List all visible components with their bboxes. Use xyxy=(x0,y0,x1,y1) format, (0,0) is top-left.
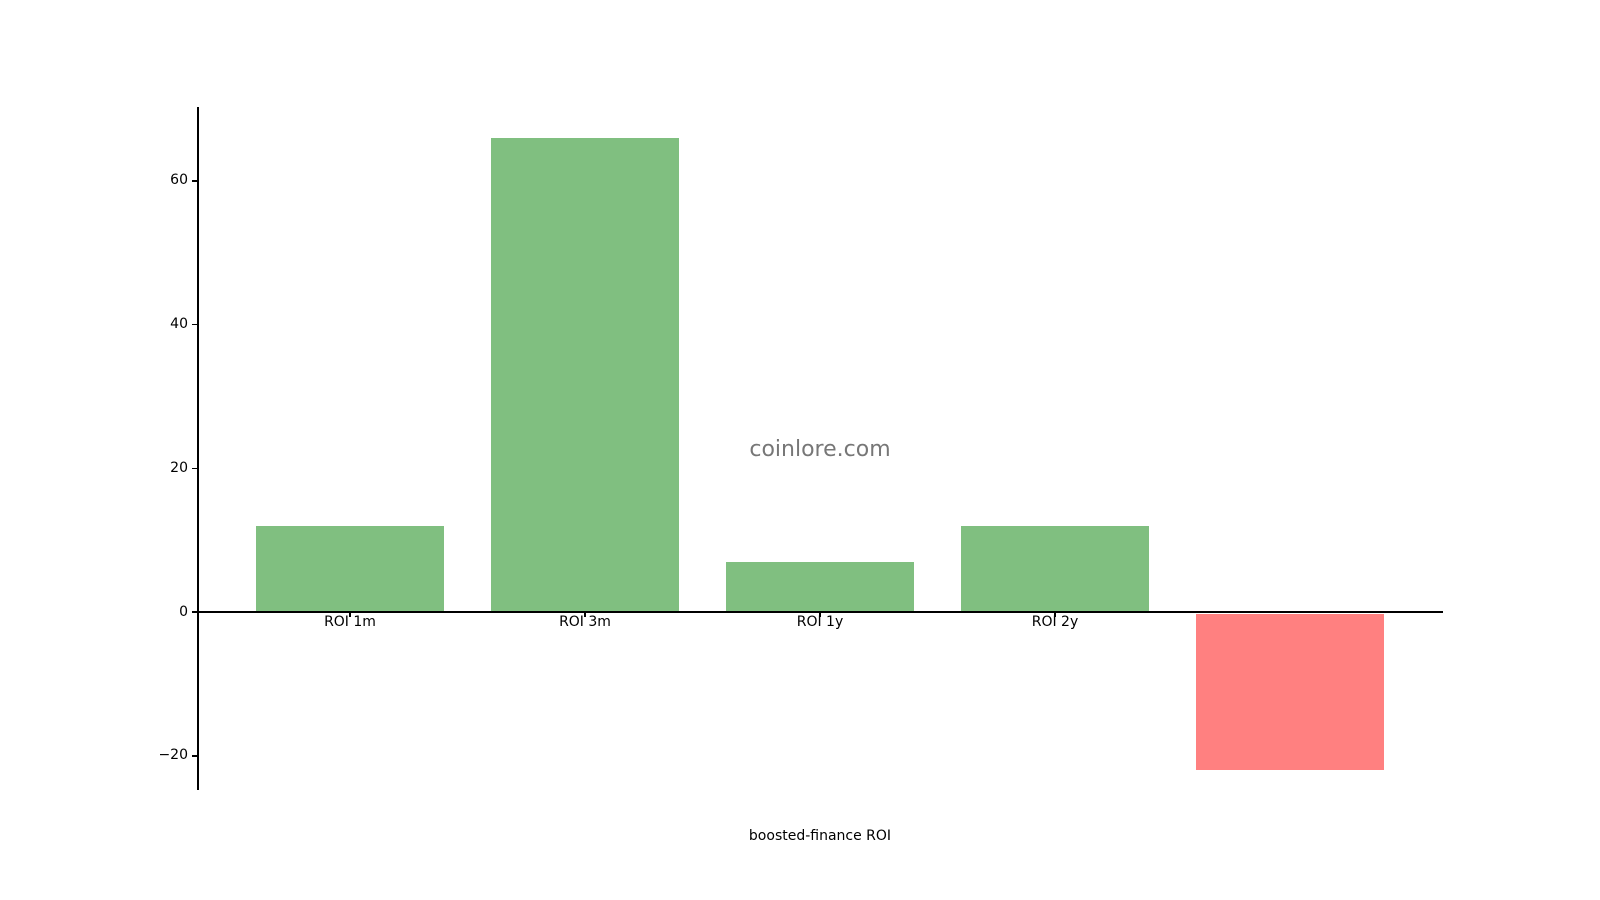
y-axis-line xyxy=(197,107,199,790)
x-tick xyxy=(819,612,821,617)
y-tick xyxy=(192,180,197,182)
y-tick xyxy=(192,611,197,613)
y-tick-label: 20 xyxy=(170,459,188,476)
bar-roi-1m xyxy=(256,525,444,612)
bar-roi-1y xyxy=(726,561,914,612)
y-tick-label: 0 xyxy=(179,603,188,620)
x-tick xyxy=(1054,612,1056,617)
y-tick-label: 40 xyxy=(170,316,188,332)
y-tick xyxy=(192,755,197,757)
x-tick-label-roi-1m: ROI 1m xyxy=(324,614,376,630)
x-tick xyxy=(349,612,351,617)
y-tick xyxy=(192,467,197,469)
x-tick-label-roi-1y: ROI 1y xyxy=(796,614,844,630)
y-tick-label: −20 xyxy=(158,747,188,764)
bar-roi-3m xyxy=(491,137,679,612)
chart-title: boosted-finance ROI xyxy=(748,828,892,844)
bar-roi-2y xyxy=(961,525,1149,612)
y-tick-label: 60 xyxy=(170,172,188,189)
watermark: coinlore.com xyxy=(749,437,891,462)
x-tick-label-roi-2y: ROI 2y xyxy=(1031,614,1079,630)
x-tick xyxy=(584,612,586,617)
bar-5 xyxy=(1196,613,1384,771)
x-tick-label-roi-3m: ROI 3m xyxy=(559,614,611,630)
y-tick xyxy=(192,323,197,326)
